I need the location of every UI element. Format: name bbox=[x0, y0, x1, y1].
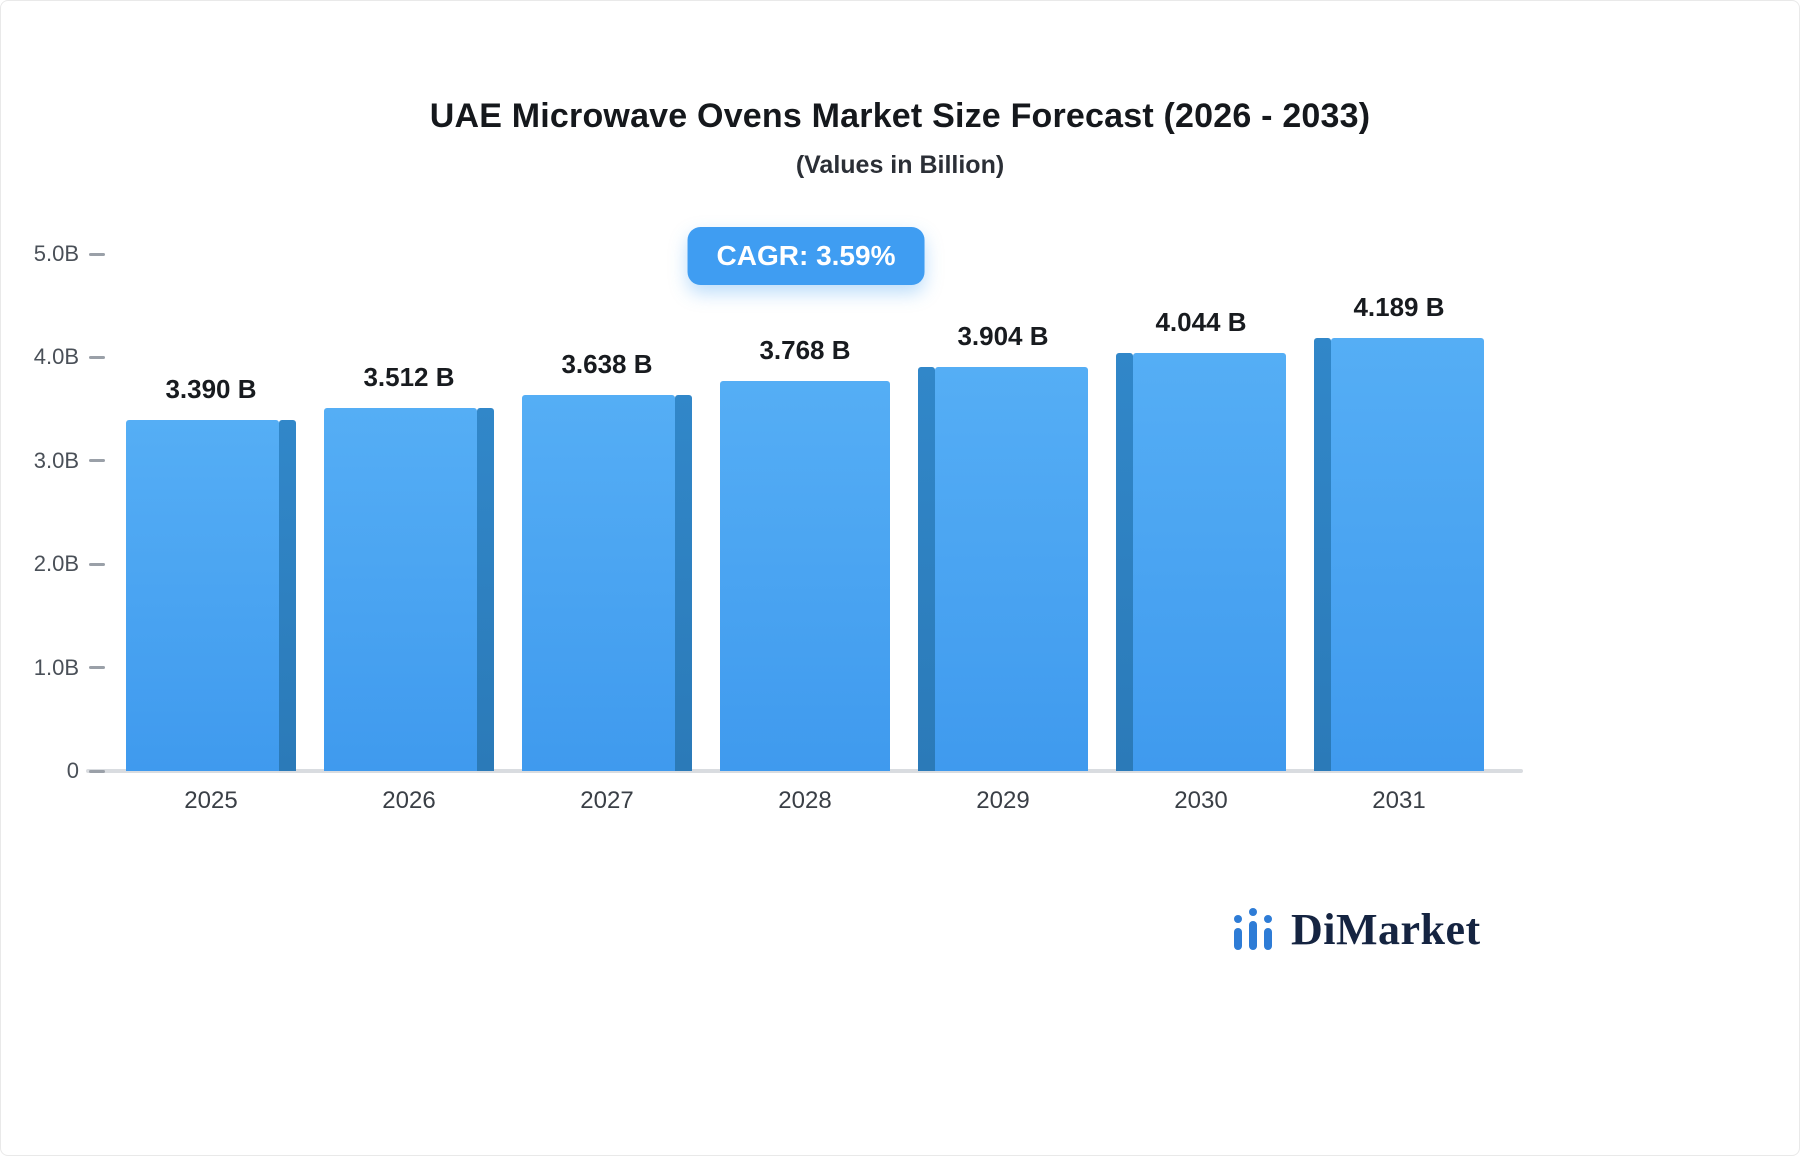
bar-value-label: 3.390 B bbox=[165, 374, 257, 405]
bar-2026 bbox=[324, 407, 494, 771]
bar-2031 bbox=[1314, 337, 1484, 771]
y-axis-tick-label: 4.0B bbox=[33, 344, 79, 370]
x-axis-tick-label: 2025 bbox=[184, 787, 238, 814]
bar-side-shade bbox=[477, 407, 494, 771]
bar-value-label: 3.904 B bbox=[957, 321, 1049, 352]
x-axis-tick-label: 2031 bbox=[1372, 787, 1426, 814]
y-axis-tick-label: 5.0B bbox=[33, 241, 79, 266]
y-axis-tick-label: 3.0B bbox=[33, 447, 79, 473]
cagr-badge: CAGR: 3.59% bbox=[687, 227, 925, 285]
bar-value-label: 3.638 B bbox=[561, 348, 653, 379]
bar-2028 bbox=[720, 381, 890, 771]
y-axis-tick-label: 0 bbox=[66, 758, 79, 783]
bar-value-label: 3.512 B bbox=[363, 361, 455, 392]
x-axis-tick-label: 2030 bbox=[1174, 787, 1228, 814]
bar-value-label: 3.768 B bbox=[759, 335, 851, 366]
chart-subtitle: (Values in Billion) bbox=[795, 151, 1005, 179]
x-axis-tick-label: 2026 bbox=[382, 787, 436, 814]
y-axis-tick-label: 2.0B bbox=[33, 551, 79, 577]
x-axis-tick-label: 2027 bbox=[580, 787, 634, 814]
bar-face bbox=[324, 407, 477, 771]
bar-2025 bbox=[126, 420, 296, 771]
bar-side-shade bbox=[918, 367, 935, 771]
x-axis-line bbox=[86, 769, 1523, 773]
y-axis-tick-mark bbox=[89, 562, 105, 566]
y-axis-tick-mark bbox=[89, 459, 105, 463]
y-axis-tick-mark bbox=[89, 355, 105, 359]
y-axis-tick-mark bbox=[89, 666, 105, 670]
bar-side-shade bbox=[1116, 352, 1133, 771]
bar-chart-dots-icon bbox=[1234, 907, 1272, 950]
chart-title: UAE Microwave Ovens Market Size Forecast… bbox=[429, 97, 1371, 135]
bar-face bbox=[126, 420, 279, 771]
bar-face bbox=[1133, 352, 1286, 771]
bar-2030 bbox=[1116, 352, 1286, 771]
bar-face bbox=[522, 394, 675, 771]
bar-face bbox=[720, 381, 890, 771]
y-axis-tick-mark bbox=[89, 769, 105, 773]
x-axis-tick-label: 2028 bbox=[778, 787, 832, 814]
bar-2029 bbox=[918, 367, 1088, 771]
bar-value-label: 4.189 B bbox=[1353, 291, 1445, 322]
bar-2027 bbox=[522, 394, 692, 771]
bar-side-shade bbox=[1314, 337, 1331, 771]
y-axis-tick-label: 1.0B bbox=[33, 654, 79, 680]
x-axis-tick-label: 2029 bbox=[976, 787, 1030, 814]
bar-face bbox=[935, 367, 1088, 771]
bar-side-shade bbox=[279, 420, 296, 771]
y-axis-tick-mark bbox=[89, 252, 105, 256]
bar-side-shade bbox=[675, 394, 692, 771]
brand-logo: DiMarket bbox=[1229, 904, 1481, 955]
bar-value-label: 4.044 B bbox=[1155, 306, 1247, 337]
brand-logo-text: DiMarket bbox=[1291, 905, 1481, 954]
bar-face bbox=[1331, 337, 1484, 771]
